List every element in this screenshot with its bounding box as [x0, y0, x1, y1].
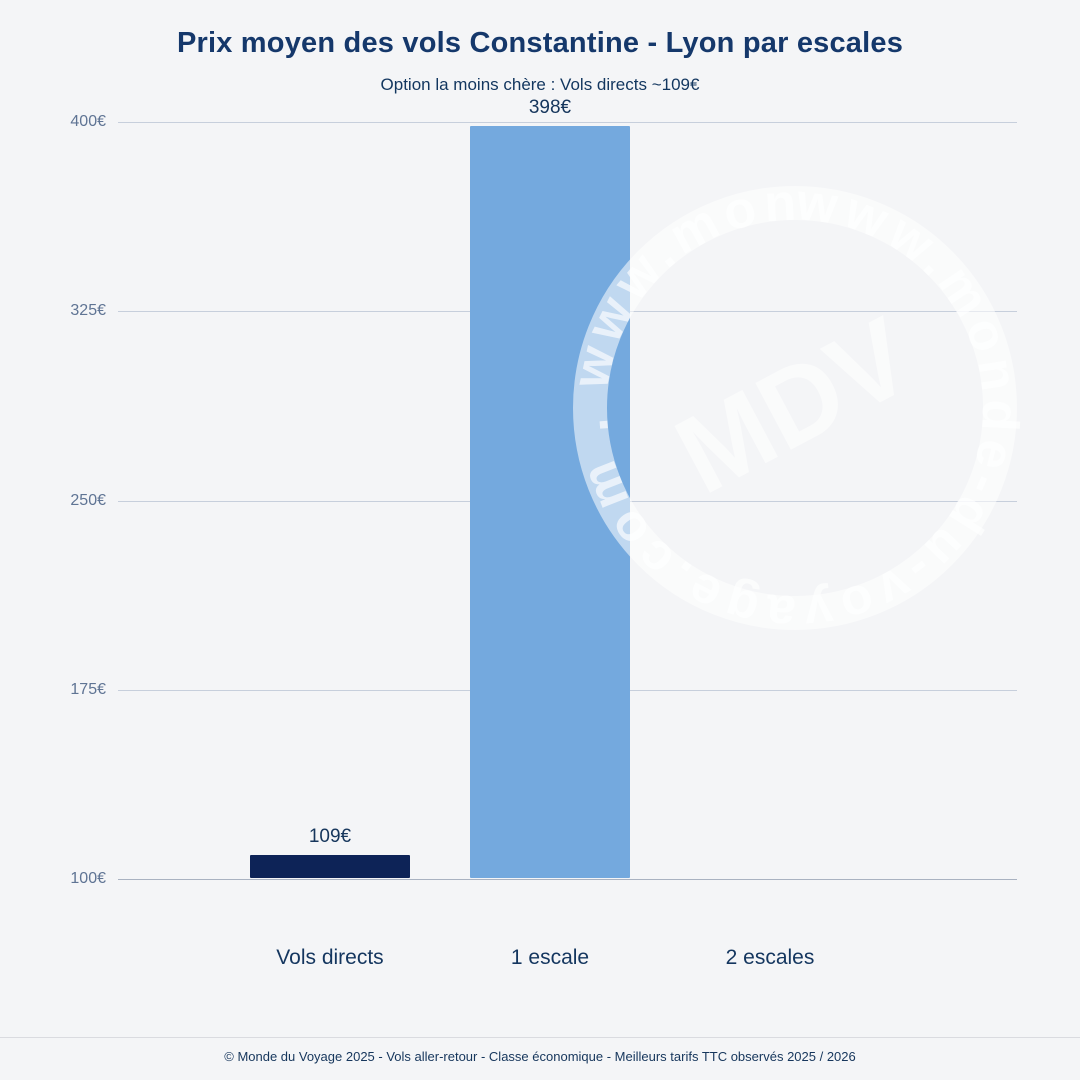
bar-vols-directs — [250, 855, 410, 878]
y-tick-label: 325€ — [70, 302, 106, 320]
value-label-vols-directs: 109€ — [308, 826, 352, 848]
page-title: Prix moyen des vols Constantine - Lyon p… — [176, 27, 904, 59]
y-tick-label: 400€ — [70, 113, 106, 130]
chart-subtitle: Option la moins chère : Vols directs ~10… — [380, 75, 700, 94]
x-axis-labels: Vols directs 1 escale 2 escales — [118, 946, 1017, 980]
y-tick-label: 100€ — [70, 870, 106, 887]
footer-credit: © Monde du Voyage 2025 - Vols aller-reto… — [224, 1049, 856, 1064]
x-axis-label-vols-directs: Vols directs — [276, 946, 384, 969]
bar-1-escale — [470, 126, 630, 878]
gridline-400 — [118, 122, 1017, 123]
x-axis-label-1-escale: 1 escale — [510, 946, 590, 969]
plot-area: 400€ 325€ 250€ 175€ 100€ 109€ 398€ — [70, 97, 1017, 887]
footer-divider — [0, 1037, 1080, 1038]
y-tick-label: 175€ — [70, 680, 106, 698]
x-axis-label-2-escales: 2 escales — [725, 946, 815, 969]
value-label-1-escale: 398€ — [528, 97, 572, 119]
y-tick-label: 250€ — [70, 491, 106, 509]
gridline-100 — [118, 879, 1017, 880]
